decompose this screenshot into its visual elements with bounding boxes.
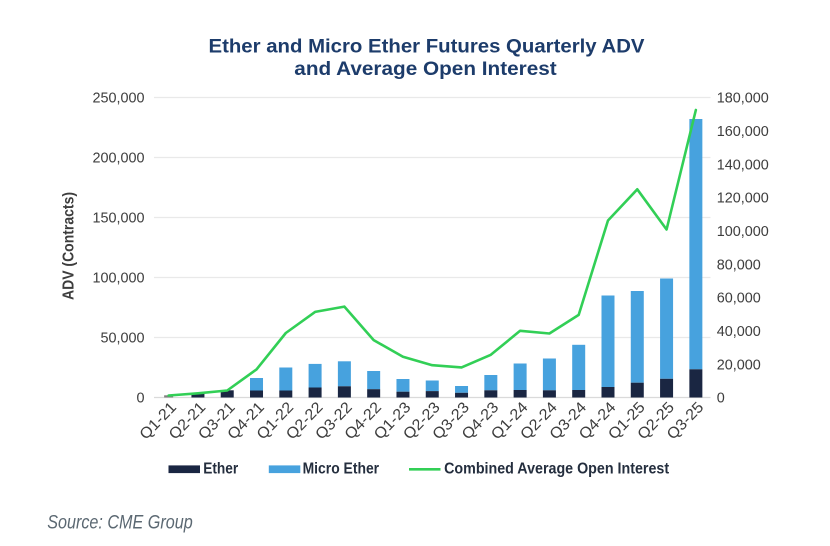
svg-text:80,000: 80,000 — [717, 257, 761, 273]
svg-text:and Average Open Interest: and Average Open Interest — [294, 59, 557, 80]
svg-text:250,000: 250,000 — [92, 91, 144, 107]
svg-text:160,000: 160,000 — [717, 124, 769, 140]
svg-text:40,000: 40,000 — [717, 324, 761, 340]
svg-text:Ether and Micro Ether Futures: Ether and Micro Ether Futures Quarterly … — [209, 36, 645, 57]
svg-text:60,000: 60,000 — [717, 291, 761, 307]
svg-text:140,000: 140,000 — [717, 157, 769, 173]
svg-text:50,000: 50,000 — [100, 331, 144, 347]
svg-text:ADV (Contracts): ADV (Contracts) — [61, 192, 78, 300]
svg-text:Combined Average Open Interest: Combined Average Open Interest — [444, 461, 669, 478]
svg-text:100,000: 100,000 — [92, 271, 144, 287]
svg-text:0: 0 — [717, 391, 725, 407]
svg-text:20,000: 20,000 — [717, 357, 761, 373]
svg-text:Ether: Ether — [203, 461, 238, 478]
svg-text:180,000: 180,000 — [717, 91, 769, 107]
svg-text:0: 0 — [136, 391, 144, 407]
svg-text:200,000: 200,000 — [92, 151, 144, 167]
svg-text:100,000: 100,000 — [717, 224, 769, 240]
svg-text:120,000: 120,000 — [717, 191, 769, 207]
svg-text:Micro Ether: Micro Ether — [303, 461, 380, 478]
svg-text:Source: CME Group: Source: CME Group — [47, 512, 193, 534]
svg-text:150,000: 150,000 — [92, 211, 144, 227]
